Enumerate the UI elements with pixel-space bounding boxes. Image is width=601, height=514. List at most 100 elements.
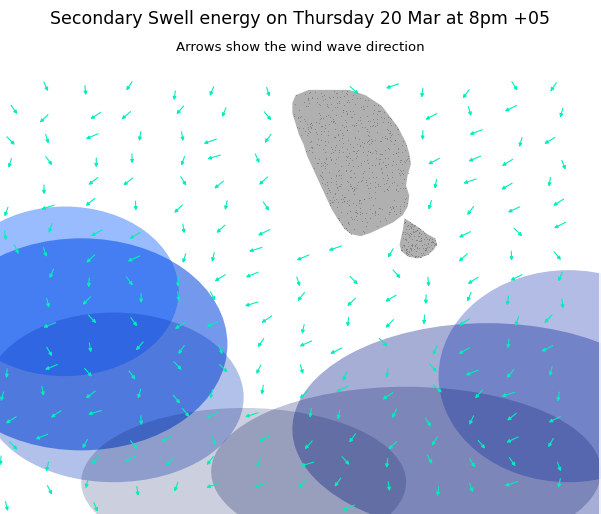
Point — [354, 196, 364, 204]
Point — [419, 231, 429, 240]
Point — [350, 208, 359, 216]
Point — [328, 198, 338, 207]
Point — [382, 185, 392, 193]
Point — [397, 141, 407, 149]
Point — [325, 94, 335, 102]
Point — [415, 225, 424, 233]
Point — [380, 154, 389, 162]
Point — [321, 95, 331, 103]
Point — [404, 157, 414, 166]
Point — [418, 244, 427, 252]
Point — [368, 115, 378, 123]
Point — [300, 117, 310, 125]
Point — [356, 94, 365, 102]
Point — [393, 145, 403, 153]
Point — [384, 130, 394, 138]
Point — [314, 155, 324, 163]
Point — [326, 142, 335, 151]
Point — [326, 113, 335, 121]
Point — [299, 98, 309, 106]
Point — [344, 201, 354, 209]
Point — [397, 169, 406, 177]
Point — [353, 146, 363, 154]
Point — [337, 134, 346, 142]
Point — [403, 249, 412, 257]
Point — [368, 201, 378, 209]
Point — [359, 157, 369, 166]
Point — [316, 162, 326, 170]
Point — [415, 253, 425, 261]
Point — [424, 243, 434, 251]
Point — [370, 101, 379, 109]
Point — [326, 100, 336, 108]
Point — [379, 180, 389, 188]
Point — [403, 152, 413, 160]
Point — [342, 89, 352, 98]
Point — [332, 177, 341, 186]
Point — [324, 111, 334, 119]
Point — [331, 158, 340, 167]
Point — [430, 236, 440, 244]
Point — [333, 167, 343, 175]
Point — [362, 112, 372, 120]
Point — [305, 122, 314, 131]
Point — [383, 118, 393, 126]
Point — [361, 178, 371, 187]
Point — [352, 152, 362, 160]
Point — [319, 96, 328, 104]
Point — [359, 228, 369, 236]
Point — [362, 127, 372, 135]
Point — [400, 146, 410, 154]
Point — [355, 198, 364, 207]
Point — [330, 133, 340, 141]
Point — [323, 185, 333, 193]
Point — [333, 131, 343, 139]
Point — [326, 155, 336, 163]
Point — [359, 139, 368, 148]
Point — [345, 154, 355, 162]
Point — [365, 122, 375, 130]
Point — [343, 219, 353, 227]
Point — [394, 143, 403, 152]
Point — [400, 218, 410, 227]
Point — [337, 120, 347, 128]
Point — [352, 146, 361, 155]
Point — [373, 110, 382, 118]
Point — [412, 243, 422, 251]
Point — [301, 102, 311, 111]
Point — [349, 190, 359, 198]
Point — [402, 222, 412, 230]
Point — [320, 164, 330, 172]
Point — [343, 109, 352, 117]
Point — [351, 118, 361, 126]
Point — [304, 89, 314, 97]
Point — [329, 133, 338, 141]
Point — [406, 229, 416, 237]
Point — [391, 186, 401, 194]
Point — [297, 131, 307, 139]
Point — [382, 124, 392, 133]
Point — [363, 131, 373, 139]
Point — [407, 235, 417, 244]
Point — [350, 173, 359, 181]
Point — [328, 193, 338, 201]
Point — [401, 141, 410, 150]
Point — [324, 168, 334, 176]
Point — [401, 235, 411, 244]
Point — [339, 193, 349, 201]
Point — [424, 235, 433, 244]
Point — [398, 228, 408, 236]
Point — [388, 203, 398, 211]
Point — [403, 199, 412, 207]
Point — [364, 174, 374, 182]
Point — [391, 149, 401, 157]
Point — [349, 225, 358, 233]
Point — [401, 245, 411, 253]
Point — [313, 159, 323, 167]
Point — [313, 140, 322, 148]
Point — [344, 196, 354, 205]
Text: Arrows show the wind wave direction: Arrows show the wind wave direction — [176, 41, 425, 54]
Point — [332, 183, 342, 191]
Point — [397, 243, 407, 251]
Point — [323, 189, 332, 197]
